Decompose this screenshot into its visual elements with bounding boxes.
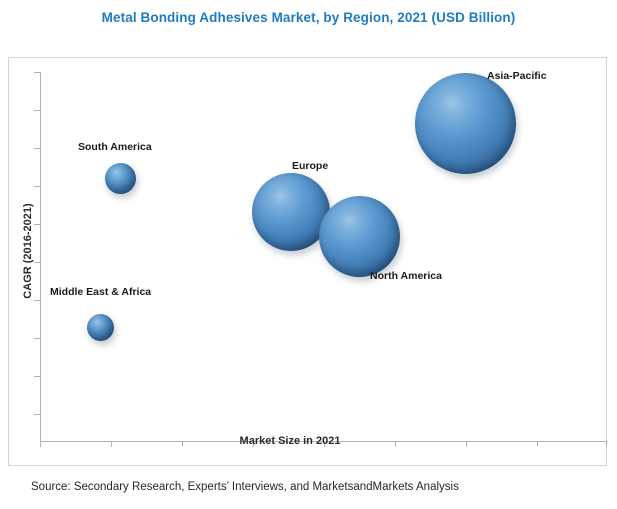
bubble-label-middle-east-africa: Middle East & Africa xyxy=(50,286,152,298)
bubble-europe[interactable] xyxy=(252,173,330,251)
page-title: Metal Bonding Adhesives Market, by Regio… xyxy=(101,10,516,25)
x-axis-line xyxy=(40,441,606,442)
x-axis-tick xyxy=(40,441,41,447)
y-axis-tick xyxy=(34,148,40,149)
y-axis-tick xyxy=(34,72,40,73)
y-axis-tick xyxy=(34,414,40,415)
bubble-label-south-america: South America xyxy=(78,141,152,153)
y-axis-tick xyxy=(34,186,40,187)
bubble-middle-east-africa[interactable] xyxy=(86,313,114,341)
y-axis-tick xyxy=(34,376,40,377)
source-note: Source: Secondary Research, Experts’ Int… xyxy=(31,481,459,493)
x-axis-tick xyxy=(606,441,607,447)
bubble-label-north-america: North America xyxy=(370,270,442,282)
plot-area-frame xyxy=(8,57,607,466)
bubble-north-america[interactable] xyxy=(318,195,400,277)
x-axis-tick xyxy=(466,441,467,447)
bubble-asia-pacific[interactable] xyxy=(414,72,516,174)
bubble-label-europe: Europe xyxy=(292,160,329,172)
y-axis-tick xyxy=(34,262,40,263)
x-axis-tick xyxy=(324,441,325,447)
bubble-label-asia-pacific: Asia-Pacific xyxy=(487,70,547,82)
bubble-south-america[interactable] xyxy=(104,162,136,194)
x-axis-tick xyxy=(253,441,254,447)
y-axis-tick xyxy=(34,110,40,111)
y-axis-line xyxy=(40,72,41,441)
y-axis-tick xyxy=(34,338,40,339)
y-axis-tick xyxy=(34,224,40,225)
x-axis-tick xyxy=(111,441,112,447)
x-axis-tick xyxy=(537,441,538,447)
x-axis-title: Market Size in 2021 xyxy=(239,435,341,447)
y-axis-tick xyxy=(34,300,40,301)
x-axis-tick xyxy=(182,441,183,447)
y-axis-title: CAGR (2016-2021) xyxy=(22,203,34,299)
x-axis-tick xyxy=(395,441,396,447)
